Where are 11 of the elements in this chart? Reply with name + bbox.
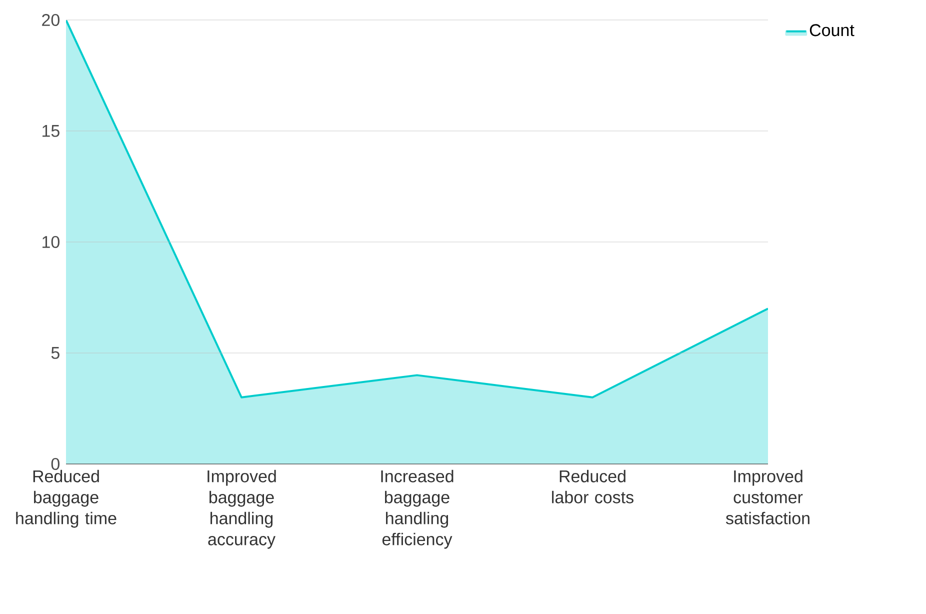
y-tick-label: 10 [42, 236, 60, 248]
x-tick-label: Reduced baggage handling time [16, 470, 116, 528]
y-tick-label: 20 [42, 14, 60, 26]
y-tick-label: 5 [51, 347, 60, 359]
x-tick-label: Reduced labor costs [552, 470, 634, 504]
y-tick-label: 0 [51, 458, 60, 470]
x-tick-label: Increased baggage handling efficiency [381, 470, 454, 549]
legend-label: Count [810, 24, 854, 36]
x-tick-label: Improved customer satisfaction [726, 470, 810, 524]
y-tick-label: 15 [42, 125, 60, 137]
x-tick-label: Improved baggage handling accuracy [208, 470, 276, 549]
